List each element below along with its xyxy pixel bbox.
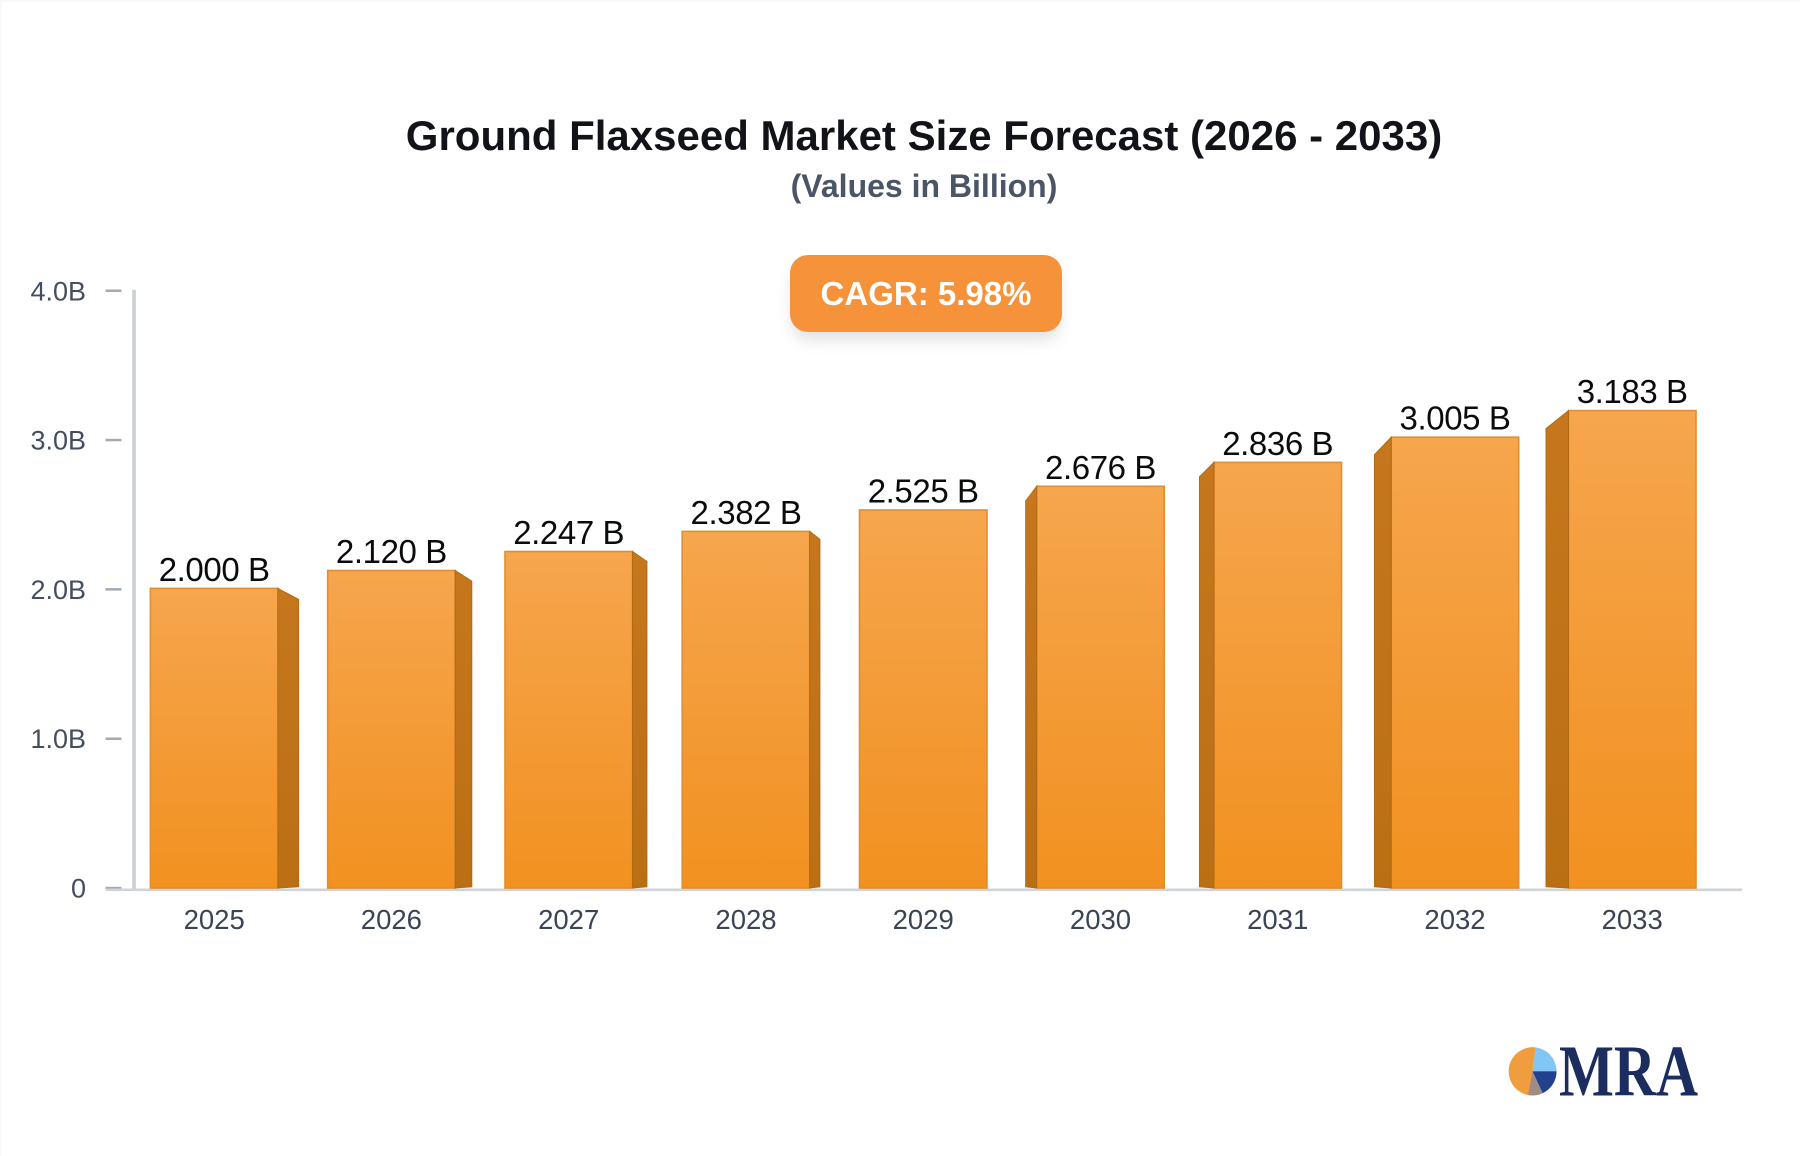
svg-text:2031: 2031: [1247, 904, 1308, 935]
svg-text:2025: 2025: [184, 904, 245, 935]
svg-text:1.0B: 1.0B: [30, 724, 86, 754]
svg-text:2029: 2029: [893, 904, 954, 935]
svg-text:2030: 2030: [1070, 904, 1131, 935]
svg-text:2033: 2033: [1602, 904, 1663, 935]
svg-text:2.120 B: 2.120 B: [336, 533, 447, 570]
svg-text:MRA: MRA: [1559, 1031, 1698, 1112]
svg-text:2028: 2028: [715, 904, 776, 935]
svg-text:2.000 B: 2.000 B: [159, 551, 270, 588]
svg-text:3.0B: 3.0B: [30, 426, 86, 456]
svg-text:2027: 2027: [538, 904, 599, 935]
svg-text:3.183 B: 3.183 B: [1577, 373, 1688, 410]
svg-text:3.005 B: 3.005 B: [1400, 400, 1511, 437]
svg-text:2.382 B: 2.382 B: [691, 494, 802, 531]
svg-text:2.676 B: 2.676 B: [1045, 449, 1156, 486]
svg-text:2.836 B: 2.836 B: [1222, 425, 1333, 462]
svg-text:4.0B: 4.0B: [30, 276, 86, 306]
svg-text:2.525 B: 2.525 B: [868, 473, 979, 510]
svg-text:0: 0: [71, 874, 86, 904]
svg-text:2026: 2026: [361, 904, 422, 935]
svg-text:2032: 2032: [1424, 904, 1485, 935]
svg-text:2.247 B: 2.247 B: [513, 514, 624, 551]
svg-text:2.0B: 2.0B: [30, 575, 86, 605]
